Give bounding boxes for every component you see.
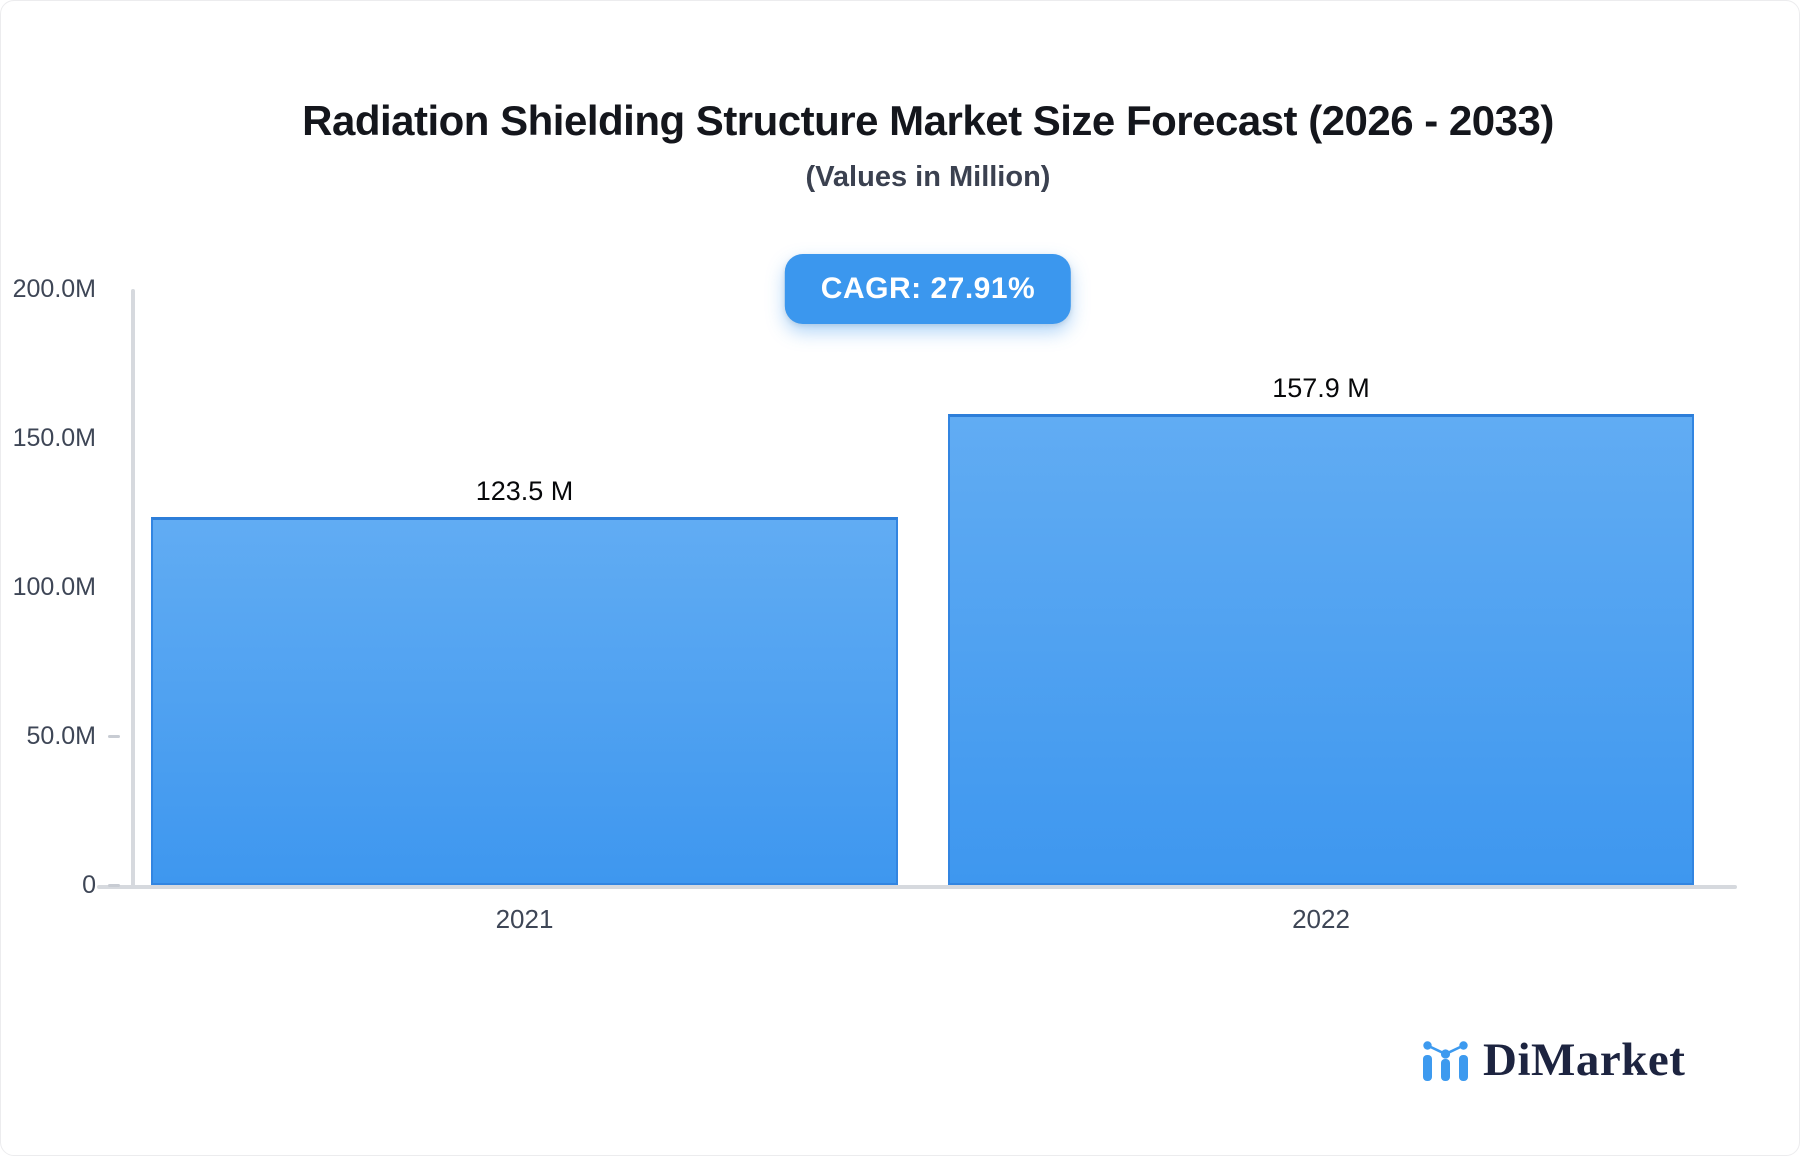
bar-2021 — [151, 516, 898, 885]
cagr-badge: CAGR: 27.91% — [784, 254, 1072, 324]
y-tick-label: 50.0M — [26, 722, 96, 750]
chart-title: Radiation Shielding Structure Market Siz… — [302, 97, 1554, 144]
y-tick-mark — [108, 734, 120, 738]
x-axis-line — [97, 885, 1737, 889]
y-tick-label: 150.0M — [12, 424, 96, 452]
chart-subtitle: (Values in Million) — [805, 161, 1051, 193]
bar-value-label: 123.5 M — [475, 475, 574, 506]
y-tick-label: 0 — [82, 871, 96, 899]
x-axis-label: 2022 — [1292, 904, 1350, 934]
logo-text: DiMarket — [1483, 1034, 1686, 1086]
dimarket-logo: DiMarket — [1421, 1037, 1685, 1084]
y-tick-label: 200.0M — [12, 275, 96, 303]
bar-value-label: 157.9 M — [1272, 373, 1370, 404]
bar-2022 — [948, 414, 1694, 885]
y-tick-mark — [108, 883, 120, 887]
cagr-badge-label: CAGR: 27.91% — [820, 272, 1036, 305]
y-axis-line — [131, 289, 135, 887]
x-axis-label: 2021 — [495, 904, 554, 934]
bar-line-chart-icon — [1423, 1041, 1468, 1081]
y-tick-label: 100.0M — [12, 573, 96, 601]
